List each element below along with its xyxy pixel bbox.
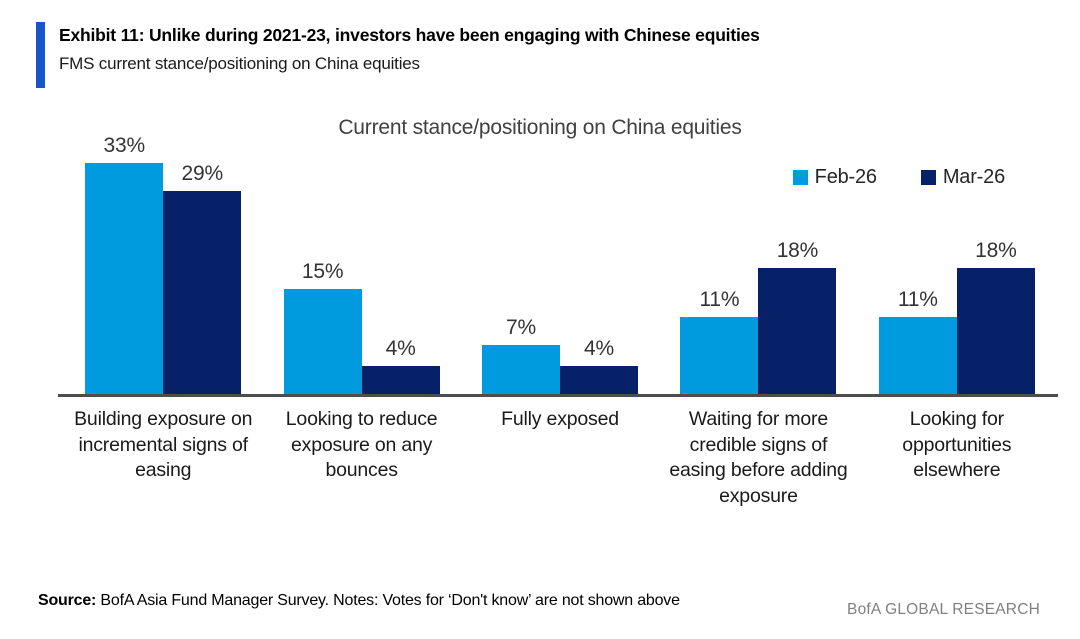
bar-value-label: 18% — [975, 239, 1017, 262]
bar-mar-26 — [163, 191, 242, 394]
legend-item: Feb-26 — [792, 166, 877, 189]
legend-swatch-icon — [920, 170, 936, 185]
bar-column: 7% — [482, 316, 561, 394]
category-label: Fully exposed — [461, 407, 659, 510]
bar-feb-26 — [680, 317, 759, 394]
bar-feb-26 — [878, 317, 957, 394]
exhibit-header: Exhibit 11: Unlike during 2021-23, inves… — [36, 22, 760, 88]
x-axis-line — [58, 394, 1058, 397]
legend-swatch-icon — [792, 170, 808, 185]
source-label: Source: — [38, 592, 97, 609]
legend-label: Mar-26 — [942, 166, 1005, 188]
header-accent-bar — [36, 22, 45, 88]
chart-title: Current stance/positioning on China equi… — [338, 116, 742, 139]
bar-value-label: 18% — [776, 239, 819, 262]
bar-column: 4% — [560, 337, 639, 394]
bar-value-label: 4% — [584, 337, 614, 360]
bar-value-label: 15% — [301, 260, 344, 283]
bar-group: 11% 18% — [659, 239, 857, 394]
legend-item: Mar-26 — [920, 166, 1005, 189]
exhibit-subtitle: FMS current stance/positioning on China … — [59, 54, 420, 73]
category-label-text: Looking for opportunities elsewhere — [902, 408, 1012, 482]
bar-group: 11% 18% — [858, 239, 1056, 394]
category-label: Waiting for more credible signs of easin… — [659, 407, 857, 510]
bar-value-label: 7% — [506, 316, 536, 339]
bar-column: 18% — [956, 239, 1035, 394]
category-label-text: Looking to reduce exposure on any bounce… — [285, 408, 438, 482]
plot-area: 33% 29% 15% 4% 7% 4% 11% 18% 11% 18% — [64, 110, 1056, 394]
bar-group: 15% 4% — [262, 260, 460, 394]
bofa-global-research-brand: BofA GLOBAL RESEARCH — [847, 601, 1040, 618]
bar-column: 15% — [283, 260, 362, 394]
legend-label: Feb-26 — [814, 166, 877, 188]
category-label: Looking to reduce exposure on any bounce… — [262, 407, 460, 510]
category-label-text: Building exposure on incremental signs o… — [74, 408, 253, 482]
bar-column: 29% — [163, 162, 242, 394]
bar-column: 11% — [878, 288, 957, 394]
bar-value-label: 29% — [181, 162, 223, 185]
bar-value-label: 4% — [385, 337, 416, 360]
source-text: BofA Asia Fund Manager Survey. Notes: Vo… — [96, 592, 680, 609]
category-labels-row: Building exposure on incremental signs o… — [64, 407, 1056, 510]
bar-column: 11% — [680, 288, 759, 394]
bar-value-label: 33% — [103, 134, 145, 157]
source-note: Source: BofA Asia Fund Manager Survey. N… — [38, 592, 680, 610]
bar-mar-26 — [956, 268, 1035, 394]
bar-group: 33% 29% — [64, 134, 262, 394]
category-label-text: Fully exposed — [501, 408, 619, 430]
category-label: Looking for opportunities elsewhere — [858, 407, 1056, 510]
chart-legend: Feb-26 Mar-26 — [792, 166, 1005, 189]
exhibit-title: Exhibit 11: Unlike during 2021-23, inves… — [59, 25, 760, 45]
bar-column: 18% — [758, 239, 837, 394]
bar-value-label: 11% — [897, 288, 938, 311]
bar-column: 33% — [85, 134, 164, 394]
bar-group: 7% 4% — [461, 316, 659, 394]
bar-mar-26 — [758, 268, 837, 394]
bar-column: 4% — [361, 337, 440, 394]
bar-feb-26 — [85, 163, 164, 394]
category-label-text: Waiting for more credible signs of easin… — [669, 408, 848, 508]
category-label: Building exposure on incremental signs o… — [64, 407, 262, 510]
bar-feb-26 — [283, 289, 362, 394]
bar-feb-26 — [482, 345, 561, 394]
header-text: Exhibit 11: Unlike during 2021-23, inves… — [59, 22, 760, 88]
bar-value-label: 11% — [699, 288, 740, 311]
bar-mar-26 — [361, 366, 440, 394]
bar-mar-26 — [560, 366, 639, 394]
